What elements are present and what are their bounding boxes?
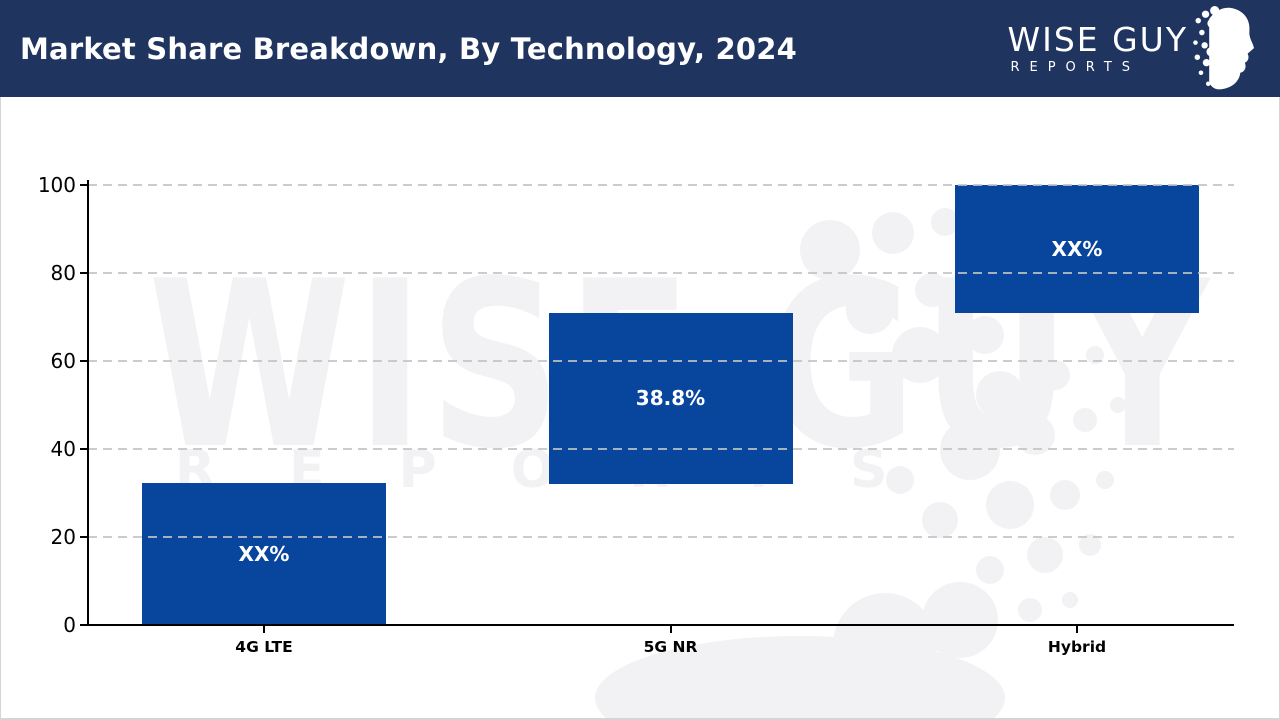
page-left-border: [0, 0, 1, 720]
page-title: Market Share Breakdown, By Technology, 2…: [20, 31, 798, 66]
y-tick-mark: [80, 624, 88, 626]
y-tick-label: 80: [50, 261, 76, 285]
bar-value-label: XX%: [1051, 236, 1103, 261]
y-tick-label: 60: [50, 349, 76, 373]
x-category-label: 5G NR: [643, 638, 698, 656]
y-tick-label: 0: [63, 613, 76, 637]
bar-4G LTE: [142, 483, 386, 625]
y-axis-spine: [87, 180, 89, 626]
y-tick-mark: [80, 536, 88, 538]
logo-face-icon: [1193, 5, 1254, 89]
y-tick-mark: [80, 360, 88, 362]
gridline-60: [88, 360, 1234, 362]
x-category-label: 4G LTE: [235, 638, 293, 656]
y-tick-label: 40: [50, 437, 76, 461]
x-tick-mark: [669, 626, 672, 633]
x-tick-mark: [263, 626, 265, 633]
logo-name: WISE GUY: [1007, 20, 1188, 59]
x-tick-mark: [1076, 626, 1078, 633]
gridline-20: [88, 536, 1234, 538]
x-category-label: Hybrid: [1047, 638, 1107, 656]
y-tick-label: 100: [37, 173, 76, 197]
y-tick-mark: [80, 184, 88, 186]
gridline-100: [88, 184, 1234, 186]
header-bar: Market Share Breakdown, By Technology, 2…: [0, 0, 1280, 97]
logo-wordmark: WISE GUY REPORTS: [1007, 23, 1188, 74]
bar-value-label: 38.8%: [635, 386, 706, 411]
gridline-40: [88, 448, 1234, 450]
gridline-80: [88, 272, 1234, 274]
y-tick-mark: [80, 272, 88, 274]
x-axis-spine: [87, 624, 1234, 626]
brand-logo: WISE GUY REPORTS: [1007, 5, 1254, 92]
bar-value-label: XX%: [238, 542, 290, 567]
logo-subtitle: REPORTS: [1010, 60, 1141, 75]
bar-Hybrid: [955, 185, 1199, 313]
y-tick-mark: [80, 448, 88, 450]
bar-5G NR: [548, 313, 793, 484]
y-tick-label: 20: [50, 525, 76, 549]
page-bottom-border: [0, 718, 1280, 720]
